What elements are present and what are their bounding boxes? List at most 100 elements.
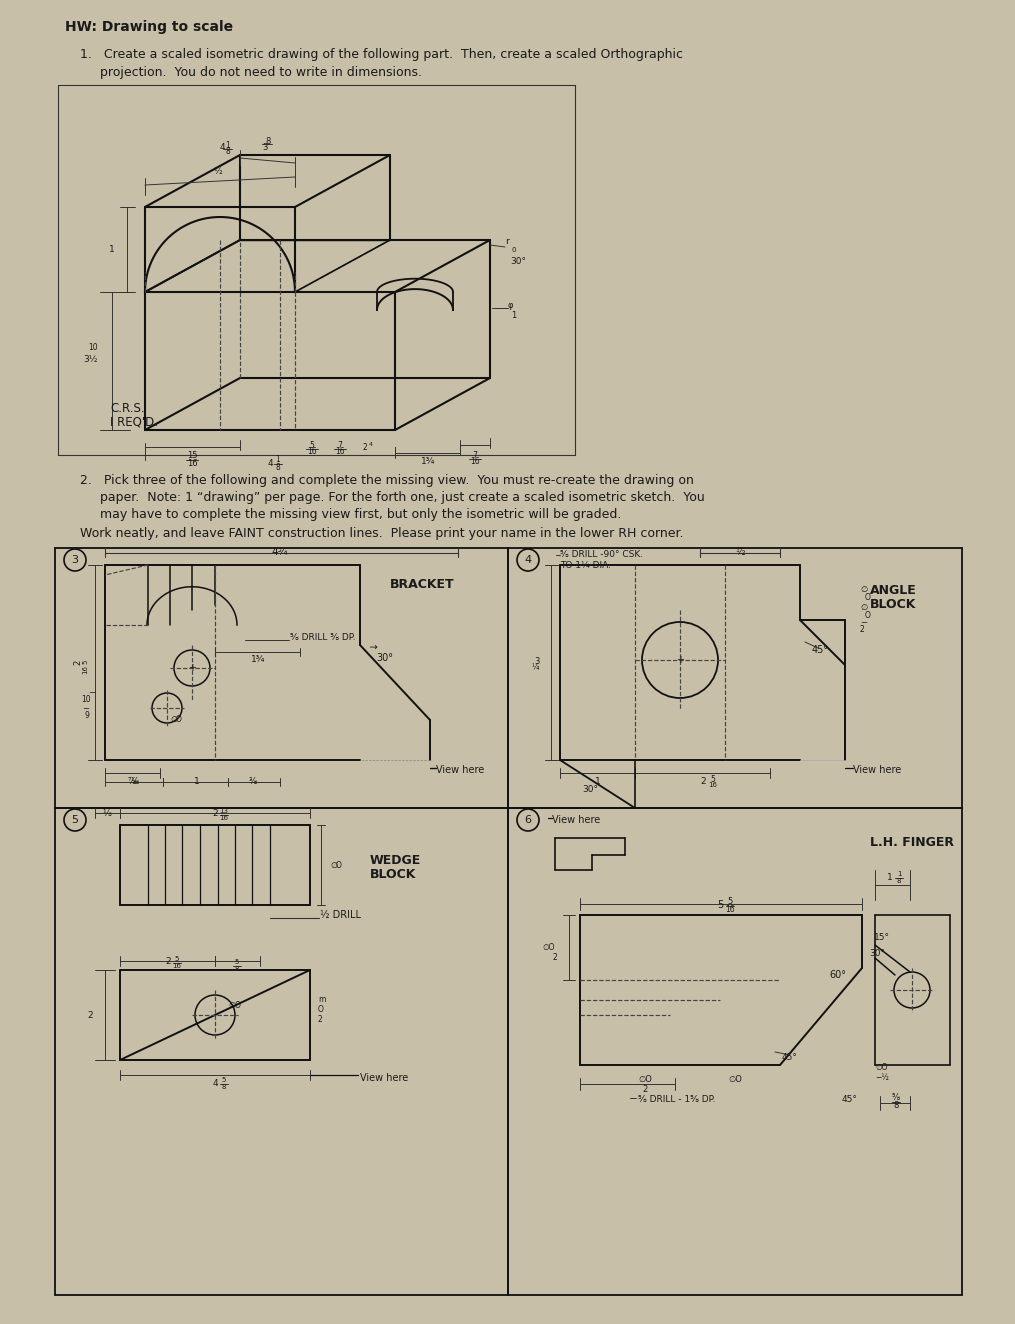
- Text: ⅛: ⅛: [103, 809, 112, 818]
- Text: ∅: ∅: [860, 585, 867, 594]
- Text: 3: 3: [262, 143, 268, 152]
- Text: C.R.S.: C.R.S.: [110, 401, 144, 414]
- Text: 5: 5: [175, 956, 180, 963]
- Text: BLOCK: BLOCK: [870, 597, 917, 610]
- Text: 1: 1: [225, 140, 230, 150]
- Text: BLOCK: BLOCK: [370, 869, 416, 882]
- Text: 16: 16: [470, 458, 480, 466]
- Text: 2: 2: [165, 957, 171, 967]
- Text: 0: 0: [512, 248, 517, 253]
- Text: 8: 8: [276, 462, 280, 471]
- Text: 16: 16: [708, 782, 718, 788]
- Text: 3: 3: [71, 555, 78, 565]
- Text: 8: 8: [221, 1084, 226, 1090]
- Text: 1: 1: [512, 311, 517, 319]
- Text: ↑: ↑: [365, 643, 375, 651]
- Text: ∅O: ∅O: [876, 1063, 888, 1072]
- Text: 9: 9: [84, 711, 89, 720]
- Text: 16: 16: [335, 448, 345, 457]
- Text: ¼: ¼: [532, 663, 539, 673]
- Text: O: O: [176, 715, 182, 724]
- Text: ∅: ∅: [860, 604, 867, 613]
- Text: ∅: ∅: [170, 715, 178, 724]
- Text: 30°: 30°: [869, 948, 885, 957]
- Text: 4: 4: [369, 441, 373, 446]
- Text: ⅝ DRILL -90° CSK.: ⅝ DRILL -90° CSK.: [560, 549, 644, 559]
- Text: −: −: [860, 618, 867, 628]
- Text: 5: 5: [222, 1076, 226, 1083]
- Text: 13: 13: [219, 808, 228, 814]
- Text: +: +: [676, 655, 684, 665]
- Text: 4: 4: [212, 1079, 218, 1087]
- Text: 16: 16: [173, 963, 182, 969]
- Text: projection.  You do not need to write in dimensions.: projection. You do not need to write in …: [80, 66, 422, 79]
- Text: View here: View here: [552, 816, 600, 825]
- Text: WEDGE: WEDGE: [370, 854, 421, 866]
- Text: 8: 8: [893, 1100, 898, 1110]
- Text: 4¾: 4¾: [272, 547, 288, 557]
- Text: ∅O: ∅O: [638, 1075, 652, 1084]
- Text: 4: 4: [525, 555, 532, 565]
- Text: 2: 2: [700, 776, 705, 785]
- Text: 10: 10: [81, 695, 91, 704]
- Text: 60°: 60°: [829, 970, 847, 980]
- Text: 1: 1: [276, 455, 280, 465]
- Text: 1¾: 1¾: [251, 655, 265, 665]
- Text: 16: 16: [82, 665, 88, 674]
- Text: ½: ½: [735, 547, 745, 557]
- Text: ⅝ DRILL - 1⅝ DP.: ⅝ DRILL - 1⅝ DP.: [638, 1095, 716, 1104]
- Text: 5: 5: [71, 816, 78, 825]
- Text: View here: View here: [360, 1072, 408, 1083]
- Text: View here: View here: [436, 765, 484, 775]
- Text: ⅝ DRILL ⅝ DP.: ⅝ DRILL ⅝ DP.: [290, 633, 355, 642]
- Text: 5: 5: [728, 898, 733, 907]
- Text: 2.   Pick three of the following and complete the missing view.  You must re-cre: 2. Pick three of the following and compl…: [80, 474, 694, 487]
- Text: 3½: 3½: [83, 356, 98, 364]
- Text: 2: 2: [552, 953, 557, 963]
- Text: O: O: [235, 1001, 241, 1009]
- Text: 5: 5: [717, 900, 723, 910]
- Text: 8: 8: [234, 967, 240, 972]
- Text: −½: −½: [875, 1074, 889, 1083]
- Text: ∅: ∅: [228, 1001, 235, 1009]
- Text: 15°: 15°: [874, 933, 890, 943]
- Text: +: +: [188, 663, 196, 673]
- Text: 2: 2: [860, 625, 865, 634]
- Text: ⅜: ⅜: [249, 777, 257, 786]
- Text: −: −: [82, 704, 89, 714]
- Text: ⅝: ⅝: [892, 1094, 900, 1103]
- Text: L.H. FINGER: L.H. FINGER: [870, 837, 954, 850]
- Text: 30°: 30°: [582, 785, 598, 794]
- Text: 10: 10: [88, 343, 98, 352]
- Text: 30°: 30°: [377, 653, 394, 663]
- Text: 45°: 45°: [842, 1095, 858, 1104]
- Text: 5: 5: [710, 775, 716, 784]
- Text: 8: 8: [225, 147, 230, 156]
- Text: −: −: [88, 688, 95, 698]
- Text: paper.  Note: 1 “drawing” per page. For the forth one, just create a scaled isom: paper. Note: 1 “drawing” per page. For t…: [80, 491, 704, 504]
- Text: 1: 1: [110, 245, 115, 254]
- Text: 1: 1: [595, 776, 601, 785]
- Text: 45°: 45°: [783, 1054, 798, 1062]
- Text: 2: 2: [642, 1086, 648, 1095]
- Text: 45°: 45°: [811, 645, 828, 655]
- Text: 4: 4: [267, 458, 273, 467]
- Text: ∅O: ∅O: [542, 943, 555, 952]
- Text: O: O: [318, 1005, 324, 1014]
- Text: ⅞: ⅞: [128, 776, 136, 785]
- Text: 2: 2: [212, 809, 218, 818]
- Text: 16: 16: [219, 816, 228, 821]
- Text: ⅛: ⅛: [130, 777, 138, 786]
- Text: 2: 2: [87, 1010, 93, 1019]
- Text: 1¾: 1¾: [421, 458, 435, 466]
- Text: ∅: ∅: [330, 861, 337, 870]
- Text: 15: 15: [187, 451, 197, 461]
- Text: 8: 8: [265, 138, 271, 147]
- Text: 5: 5: [310, 441, 315, 450]
- Text: φ: φ: [508, 301, 513, 310]
- Text: 1.   Create a scaled isometric drawing of the following part.  Then, create a sc: 1. Create a scaled isometric drawing of …: [80, 48, 683, 61]
- Text: HW: Drawing to scale: HW: Drawing to scale: [65, 20, 233, 34]
- Text: 16: 16: [308, 448, 317, 457]
- Text: TO 1¼ DIA.: TO 1¼ DIA.: [560, 561, 611, 571]
- Text: BRACKET: BRACKET: [390, 579, 455, 592]
